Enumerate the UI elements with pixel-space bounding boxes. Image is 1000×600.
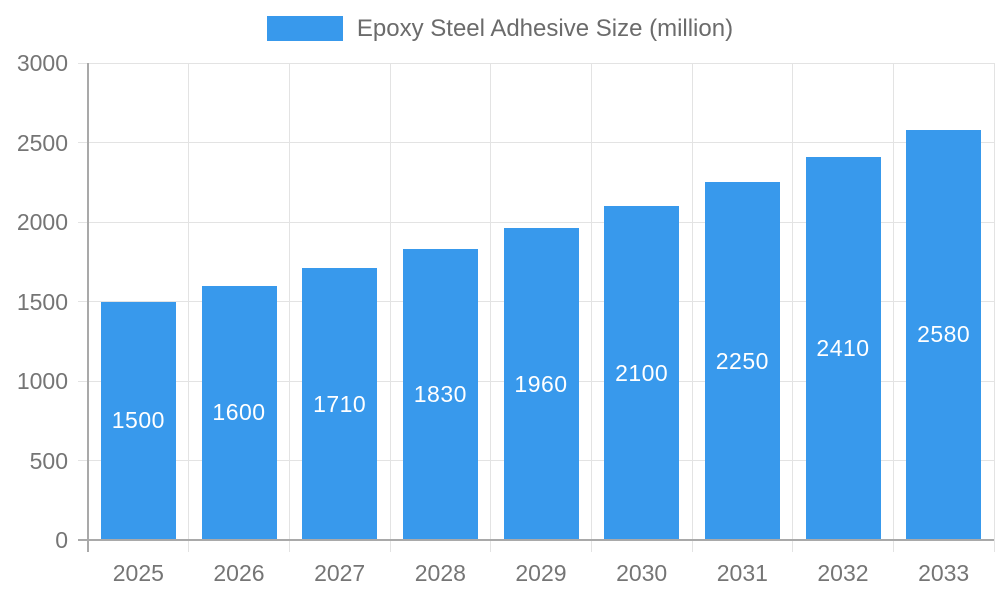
gridline-vertical [691,63,693,552]
y-axis-tick-label: 2500 [16,129,68,156]
bar[interactable]: 1710 [302,268,378,540]
bar[interactable]: 1600 [201,285,277,540]
x-axis-tick-label: 2029 [515,560,567,586]
gridline-horizontal [78,142,994,143]
bar-value-label: 2250 [715,347,769,374]
x-axis-line [78,539,994,541]
bar-value-label: 1960 [514,370,568,397]
legend-swatch [266,16,343,41]
x-axis-tick-label: 2032 [817,560,869,586]
x-axis-tick-label: 2031 [716,560,768,586]
bar[interactable]: 2250 [704,182,780,540]
gridline-horizontal [78,62,994,64]
x-axis-tick-label: 2028 [414,560,466,586]
x-axis-tick-label: 2025 [112,560,164,586]
bar-value-label: 1500 [111,407,165,434]
bar[interactable]: 2410 [805,156,881,540]
bar-value-label: 2100 [615,359,669,386]
bar[interactable]: 2580 [906,129,982,540]
bar[interactable]: 1960 [503,228,579,540]
y-axis-tick-label: 3000 [16,50,68,76]
legend[interactable]: Epoxy Steel Adhesive Size (million) [0,16,1000,41]
y-axis-line [87,63,89,552]
bar-value-label: 2580 [917,321,971,348]
bar[interactable]: 1500 [100,301,176,540]
bar-value-label: 1710 [313,390,367,417]
y-axis-tick-label: 0 [55,527,68,553]
legend-label: Epoxy Steel Adhesive Size (million) [356,15,734,42]
gridline-vertical [389,63,391,552]
y-axis-tick-label: 1500 [16,288,68,315]
gridline-vertical [590,63,592,552]
gridline-vertical [490,63,492,552]
x-axis-tick-label: 2030 [616,560,668,586]
y-axis-tick-label: 500 [29,447,68,474]
gridline-vertical [792,63,794,552]
x-axis-tick-label: 2033 [918,560,970,586]
gridline-vertical [993,63,995,552]
x-axis-tick-label: 2026 [213,560,265,586]
bar-value-label: 1600 [212,399,266,426]
y-axis-tick-label: 1000 [16,368,68,394]
bar-value-label: 1830 [413,381,467,407]
gridline-vertical [188,63,190,552]
gridline-vertical [288,63,290,552]
bar[interactable]: 1830 [402,249,478,540]
y-axis-tick-label: 2000 [16,209,68,235]
gridline-vertical [892,63,894,552]
bar-value-label: 2410 [816,334,870,361]
bar[interactable]: 2100 [604,206,680,540]
gridline-horizontal [78,221,994,223]
x-axis-tick-label: 2027 [314,560,366,586]
